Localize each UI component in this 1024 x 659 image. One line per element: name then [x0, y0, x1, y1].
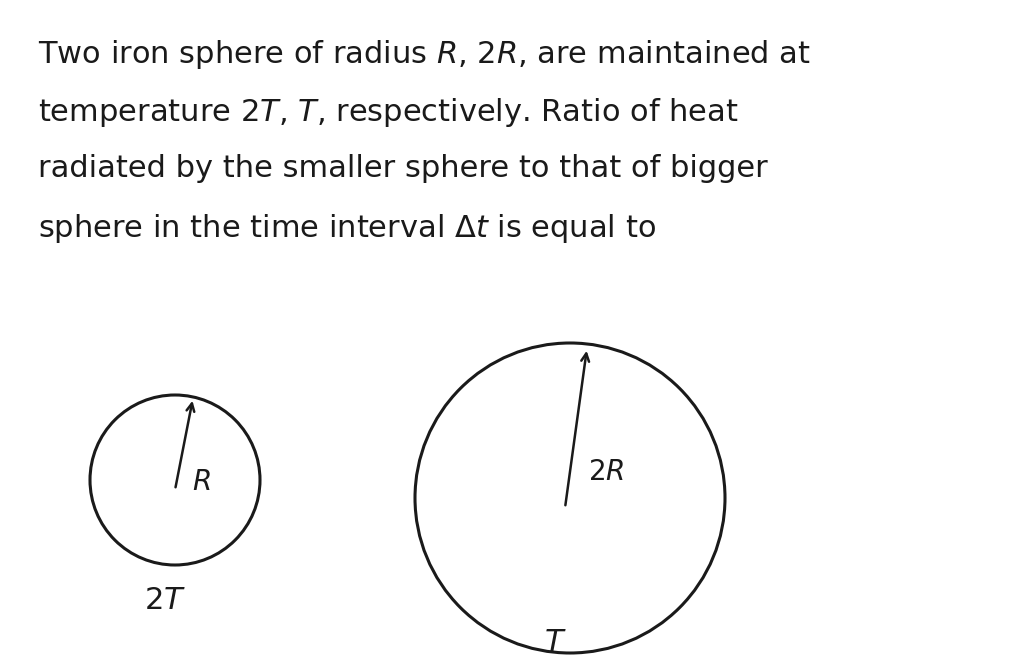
Text: temperature 2$\it{T}$, $\it{T}$, respectively. Ratio of heat: temperature 2$\it{T}$, $\it{T}$, respect…	[38, 96, 738, 129]
Text: $\it{R}$: $\it{R}$	[193, 468, 211, 496]
Text: $\it{T}$: $\it{T}$	[544, 628, 566, 657]
Text: sphere in the time interval $\Delta$$\it{t}$ is equal to: sphere in the time interval $\Delta$$\it…	[38, 212, 656, 245]
Text: 2$\it{R}$: 2$\it{R}$	[588, 458, 625, 486]
Text: Two iron sphere of radius $\it{R}$, 2$\it{R}$, are maintained at: Two iron sphere of radius $\it{R}$, 2$\i…	[38, 38, 811, 71]
Text: 2$\it{T}$: 2$\it{T}$	[144, 586, 186, 615]
Text: radiated by the smaller sphere to that of bigger: radiated by the smaller sphere to that o…	[38, 154, 768, 183]
